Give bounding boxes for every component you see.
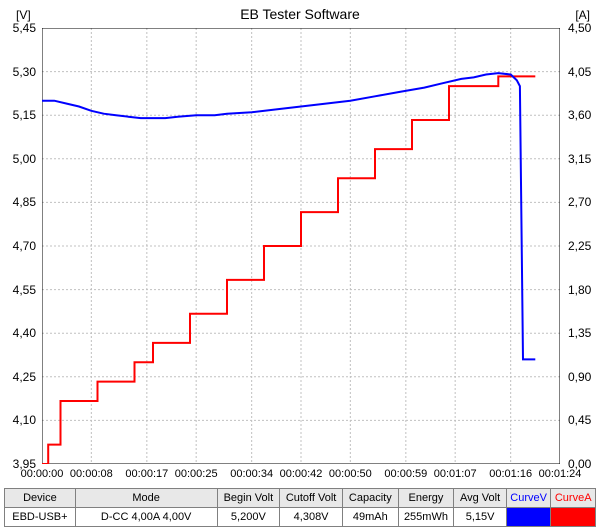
plot-svg xyxy=(42,28,560,464)
chart-title: EB Tester Software xyxy=(0,6,600,22)
table-header-cell: Avg Volt xyxy=(454,489,507,508)
x-tick: 00:01:07 xyxy=(434,468,477,480)
y-right-tick: 2,25 xyxy=(568,240,591,252)
table-cell xyxy=(506,508,551,527)
table-cell xyxy=(551,508,596,527)
y-left-tick: 4,40 xyxy=(13,327,36,339)
table-header-cell: Cutoff Volt xyxy=(280,489,343,508)
x-tick: 00:01:16 xyxy=(489,468,532,480)
table-row: EBD-USB+D-CC 4,00A 4,00V5,200V4,308V49mA… xyxy=(5,508,596,527)
table-cell: 49mAh xyxy=(342,508,398,527)
y-left-axis-label: [V] xyxy=(16,8,31,22)
y-left-tick: 4,85 xyxy=(13,196,36,208)
y-left-tick: 4,10 xyxy=(13,414,36,426)
table-header-cell: Begin Volt xyxy=(217,489,280,508)
x-tick: 00:00:25 xyxy=(175,468,218,480)
table-header-cell: CurveA xyxy=(551,489,596,508)
table-header-row: DeviceModeBegin VoltCutoff VoltCapacityE… xyxy=(5,489,596,508)
x-tick: 00:00:17 xyxy=(125,468,168,480)
table-header-cell: Device xyxy=(5,489,76,508)
y-right-tick: 0,90 xyxy=(568,371,591,383)
y-right-ticks: 0,000,450,901,351,802,252,703,153,604,05… xyxy=(564,28,600,464)
x-tick: 00:01:24 xyxy=(539,468,582,480)
y-left-tick: 4,55 xyxy=(13,284,36,296)
y-right-tick: 4,50 xyxy=(568,22,591,34)
x-tick: 00:00:50 xyxy=(329,468,372,480)
table-cell: 5,15V xyxy=(454,508,507,527)
y-left-tick: 5,00 xyxy=(13,153,36,165)
y-right-tick: 2,70 xyxy=(568,196,591,208)
table-cell: 5,200V xyxy=(217,508,280,527)
x-tick: 00:00:08 xyxy=(70,468,113,480)
y-right-tick: 3,15 xyxy=(568,153,591,165)
y-left-tick: 5,15 xyxy=(13,109,36,121)
y-left-ticks: 3,954,104,254,404,554,704,855,005,155,30… xyxy=(0,28,40,464)
y-right-tick: 1,80 xyxy=(568,284,591,296)
table-cell: D-CC 4,00A 4,00V xyxy=(75,508,217,527)
table-cell: 255mWh xyxy=(398,508,454,527)
x-tick: 00:00:59 xyxy=(384,468,427,480)
y-left-tick: 5,45 xyxy=(13,22,36,34)
y-right-axis-label: [A] xyxy=(575,8,590,22)
table-cell: 4,308V xyxy=(280,508,343,527)
y-right-tick: 1,35 xyxy=(568,327,591,339)
plot-area xyxy=(42,28,560,464)
table-cell: EBD-USB+ xyxy=(5,508,76,527)
table-header-cell: CurveV xyxy=(506,489,551,508)
x-ticks: 00:00:0000:00:0800:00:1700:00:2500:00:34… xyxy=(42,466,560,482)
table-header-cell: Energy xyxy=(398,489,454,508)
y-left-tick: 4,25 xyxy=(13,371,36,383)
y-right-tick: 3,60 xyxy=(568,109,591,121)
y-left-tick: 5,30 xyxy=(13,66,36,78)
y-right-tick: 0,45 xyxy=(568,414,591,426)
x-tick: 00:00:42 xyxy=(280,468,323,480)
y-left-tick: 4,70 xyxy=(13,240,36,252)
x-tick: 00:00:00 xyxy=(21,468,64,480)
x-tick: 00:00:34 xyxy=(230,468,273,480)
table-header-cell: Capacity xyxy=(342,489,398,508)
y-right-tick: 4,05 xyxy=(568,66,591,78)
data-table: DeviceModeBegin VoltCutoff VoltCapacityE… xyxy=(4,488,596,527)
table-header-cell: Mode xyxy=(75,489,217,508)
chart-container: EB Tester Software [V] [A] ZKETECH 3,954… xyxy=(0,0,600,529)
